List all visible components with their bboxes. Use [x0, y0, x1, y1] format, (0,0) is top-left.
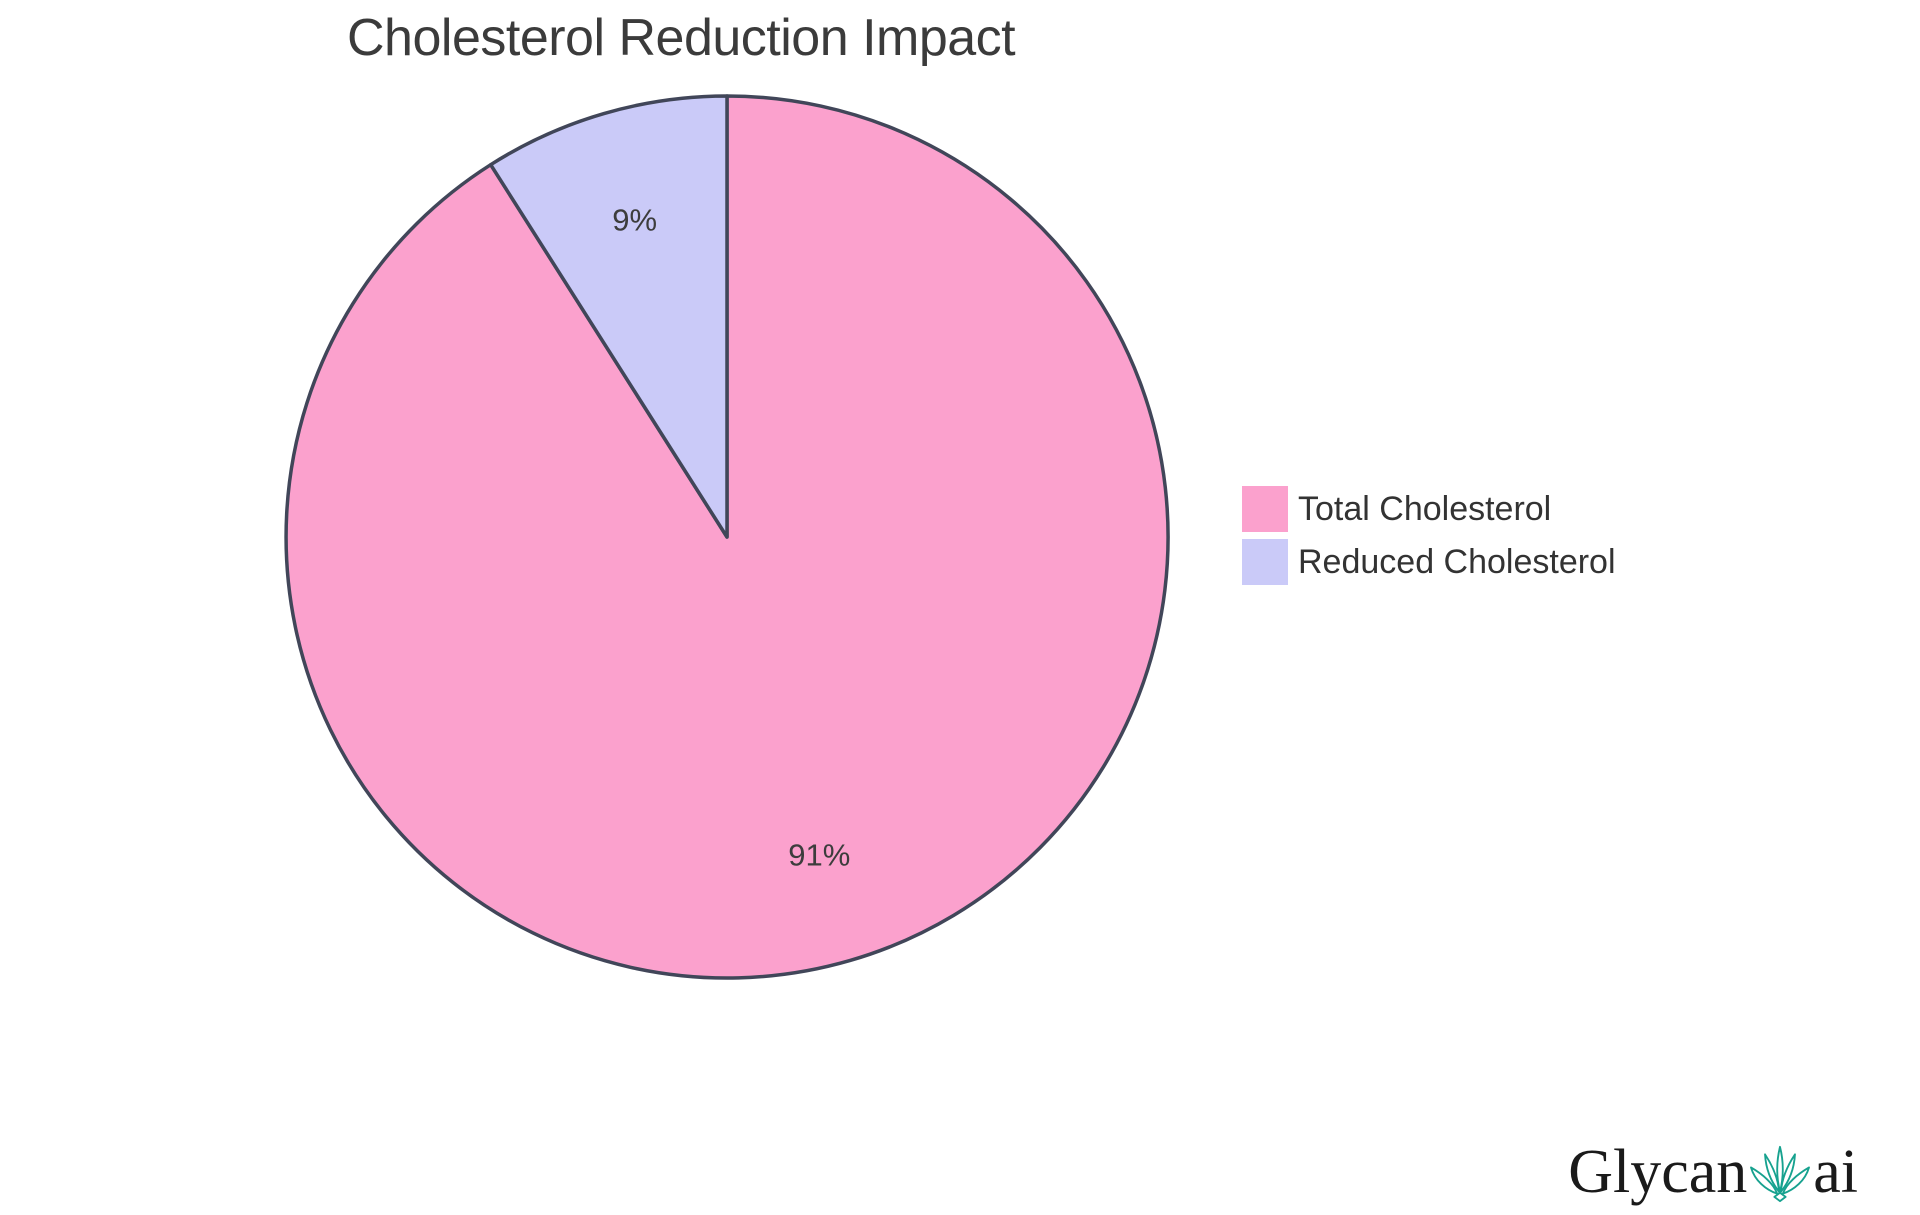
- agave-plant-icon: [1750, 1145, 1811, 1203]
- logo-text-glycan: Glycan: [1568, 1138, 1748, 1206]
- legend-label-reduced-cholesterol: Reduced Cholesterol: [1298, 542, 1616, 581]
- legend-swatch-reduced-cholesterol: [1242, 539, 1288, 585]
- slice-percent-label: 9%: [612, 202, 657, 237]
- slice-percent-label: 91%: [788, 838, 850, 873]
- legend: Total Cholesterol Reduced Cholesterol: [1242, 486, 1616, 592]
- legend-label-total-cholesterol: Total Cholesterol: [1298, 489, 1552, 528]
- pie-chart: 91% 9%: [284, 94, 1170, 980]
- chart-title: Cholesterol Reduction Impact: [347, 9, 1016, 67]
- legend-swatch-total-cholesterol: [1242, 486, 1288, 532]
- legend-item-reduced: Reduced Cholesterol: [1242, 539, 1616, 585]
- pie-slice-reduced-cholesterol: [488, 94, 729, 539]
- glycan-ai-logo: Glycan ai: [1568, 1141, 1858, 1203]
- legend-item-total: Total Cholesterol: [1242, 486, 1616, 532]
- logo-text-ai: ai: [1813, 1138, 1858, 1206]
